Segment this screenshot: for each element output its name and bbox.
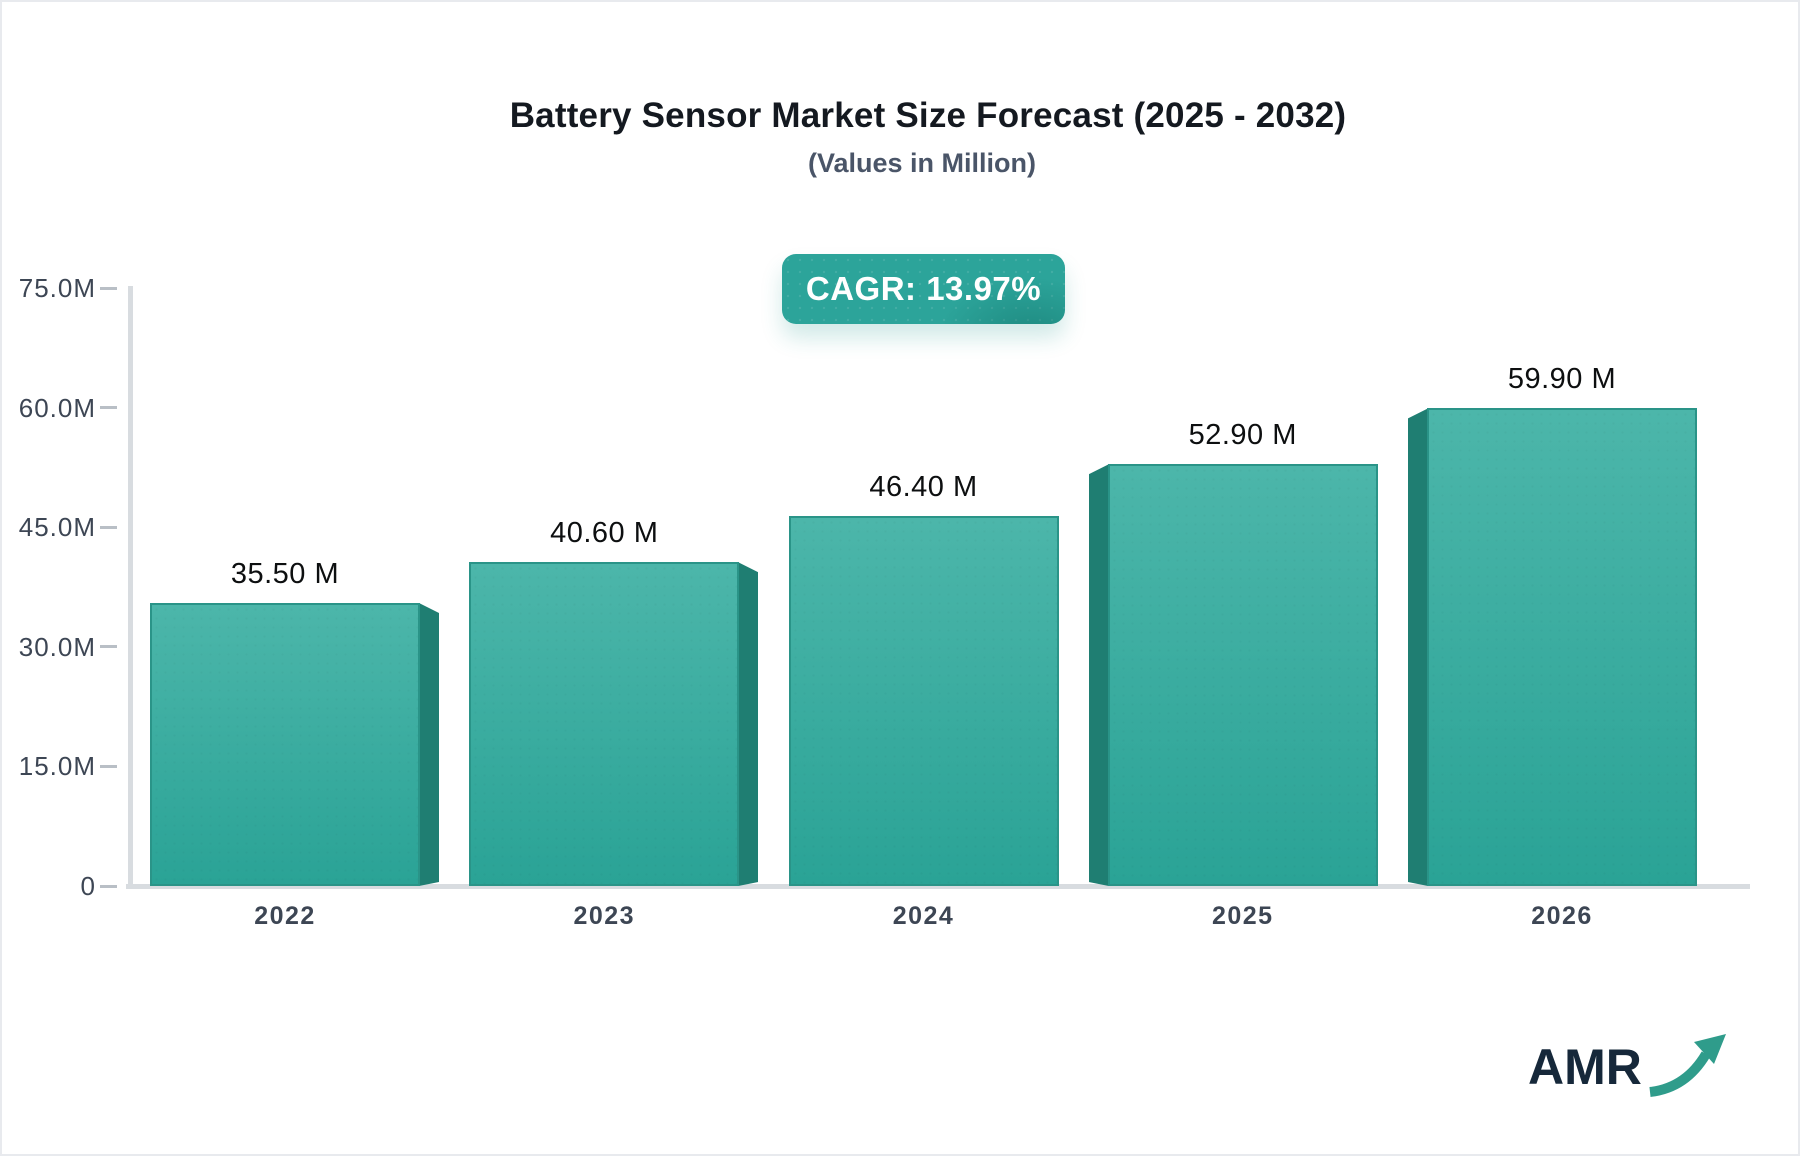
y-tick bbox=[100, 406, 117, 410]
bar-value-label: 59.90 M bbox=[1507, 363, 1617, 396]
y-axis-line bbox=[128, 286, 133, 886]
amr-logo: AMR bbox=[1522, 1030, 1732, 1120]
bar-3d-side bbox=[1408, 408, 1428, 886]
bar-value-label: 52.90 M bbox=[1188, 419, 1297, 452]
x-axis-label: 2024 bbox=[892, 902, 955, 930]
y-tick-label: 75.0M bbox=[18, 273, 96, 303]
x-axis-label: 2025 bbox=[1211, 902, 1274, 930]
chart-title: Battery Sensor Market Size Forecast (202… bbox=[509, 96, 1347, 135]
bar-value-label: 46.40 M bbox=[869, 471, 978, 504]
y-tick-label: 60.0M bbox=[18, 392, 96, 423]
amr-logo-text: AMR bbox=[1528, 1039, 1642, 1095]
bar-2025[interactable] bbox=[1107, 464, 1378, 886]
y-tick bbox=[100, 525, 117, 529]
x-axis-label: 2026 bbox=[1531, 902, 1593, 930]
x-axis-line bbox=[126, 884, 1750, 889]
bar-value-label: 35.50 M bbox=[230, 557, 340, 590]
x-axis-label: 2022 bbox=[254, 902, 316, 930]
bar-2026[interactable] bbox=[1427, 408, 1697, 886]
cagr-badge: CAGR: 13.97% bbox=[782, 254, 1065, 324]
chart-subtitle: (Values in Million) bbox=[807, 148, 1037, 178]
bar-3d-side bbox=[1089, 464, 1109, 886]
bar-3d-side bbox=[419, 603, 439, 886]
x-axis-label: 2023 bbox=[573, 902, 636, 930]
y-tick bbox=[100, 764, 117, 768]
bar-2023[interactable] bbox=[469, 562, 740, 886]
y-tick-label: 45.0M bbox=[18, 512, 96, 543]
bar-2024[interactable] bbox=[788, 516, 1059, 886]
y-tick-label: 0 bbox=[80, 871, 96, 901]
y-tick bbox=[100, 884, 117, 888]
y-tick-label: 30.0M bbox=[18, 631, 96, 662]
y-tick bbox=[100, 286, 117, 290]
bar-3d-side bbox=[738, 562, 758, 886]
y-tick-label: 15.0M bbox=[18, 751, 96, 782]
y-tick bbox=[100, 645, 117, 649]
growth-arrow-icon bbox=[1649, 1034, 1726, 1097]
bar-2022[interactable] bbox=[150, 602, 420, 886]
bar-value-label: 40.60 M bbox=[550, 517, 659, 550]
cagr-badge-label: CAGR: 13.97% bbox=[805, 270, 1042, 307]
